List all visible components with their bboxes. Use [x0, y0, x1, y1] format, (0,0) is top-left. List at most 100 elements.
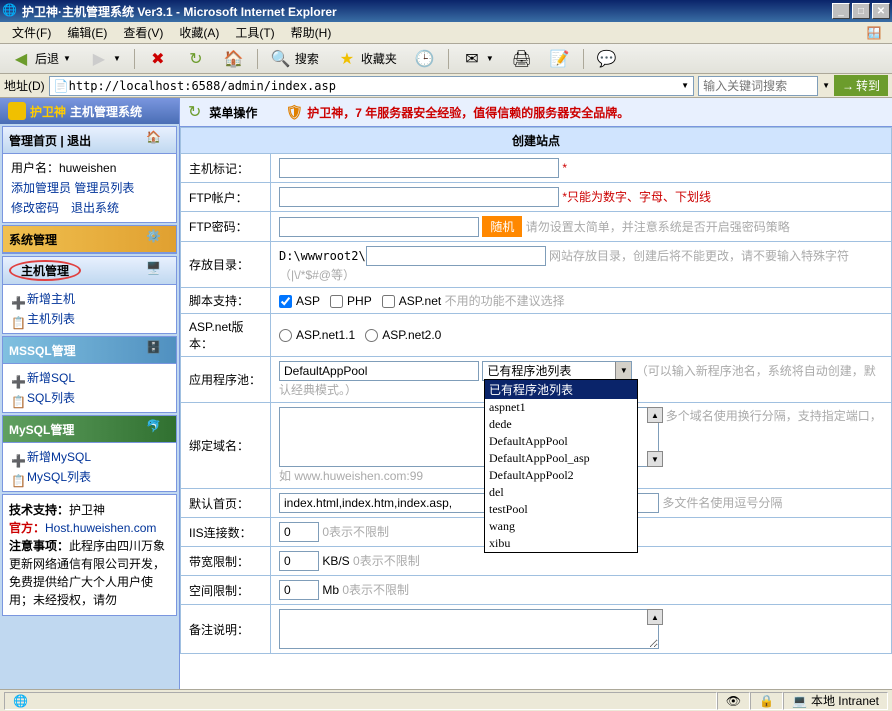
intranet-icon: 💻: [792, 694, 807, 708]
sidebar-group-home[interactable]: 管理首页 | 退出 🏠: [3, 127, 176, 154]
change-pwd-link[interactable]: 修改密码: [11, 201, 59, 215]
toolbar: ◀后退▼ ▶▼ ✖ ↻ 🏠 🔍搜索 ★收藏夹 🕒 ✉▼ 🖨 📝 💬: [0, 44, 892, 74]
iis-conn-label: IIS连接数：: [181, 518, 271, 547]
go-button[interactable]: →转到: [834, 75, 888, 96]
apppool-option[interactable]: DefaultAppPool_asp: [485, 450, 637, 467]
page-icon: 📄: [54, 79, 69, 93]
history-button[interactable]: 🕒: [408, 46, 442, 72]
back-button[interactable]: ◀后退▼: [4, 46, 78, 72]
main-toolbar: ↻ 菜单操作 🛡 护卫神，7 年服务器安全经验，值得信赖的服务器安全品牌。: [180, 98, 892, 127]
print-button[interactable]: 🖨: [505, 46, 539, 72]
stop-button[interactable]: ✖: [141, 46, 175, 72]
status-icon-1: 👁: [717, 692, 750, 710]
product-name: 主机管理系统: [70, 103, 142, 120]
sql-list-link[interactable]: SQL列表: [27, 391, 75, 405]
search-input[interactable]: [698, 76, 818, 96]
host-icon: 🖥️: [146, 261, 170, 281]
scroll-down-icon[interactable]: ▼: [647, 451, 663, 467]
list-icon: 📋: [11, 392, 25, 406]
storage-input[interactable]: [366, 246, 546, 266]
forward-button[interactable]: ▶▼: [82, 46, 128, 72]
apppool-option[interactable]: dede: [485, 416, 637, 433]
favorites-button[interactable]: ★收藏夹: [330, 46, 404, 72]
tech-link[interactable]: 护卫神: [69, 503, 105, 517]
remark-input[interactable]: [279, 609, 659, 649]
scroll-up-icon[interactable]: ▲: [647, 609, 663, 625]
host-list-link[interactable]: 主机列表: [27, 312, 75, 326]
space-input[interactable]: [279, 580, 319, 600]
search-dropdown-icon[interactable]: ▼: [822, 81, 830, 90]
apppool-label: 应用程序池：: [181, 357, 271, 403]
apppool-option[interactable]: del: [485, 484, 637, 501]
storage-label: 存放目录：: [181, 242, 271, 288]
host-tag-input[interactable]: [279, 158, 559, 178]
address-input[interactable]: 📄 http://localhost:6588/admin/index.asp …: [49, 76, 694, 96]
brand-name: 护卫神: [30, 103, 66, 120]
logout-link[interactable]: 退出系统: [71, 201, 119, 215]
sidebar-group-mssql[interactable]: MSSQL管理 🗄️: [3, 337, 176, 364]
apppool-option[interactable]: xibu: [485, 535, 637, 552]
aspnet20-radio[interactable]: ASP.net2.0: [365, 328, 441, 342]
aspnet11-radio[interactable]: ASP.net1.1: [279, 328, 355, 342]
apppool-option[interactable]: DefaultAppPool: [485, 433, 637, 450]
add-host-link[interactable]: 新增主机: [27, 292, 75, 306]
apppool-option[interactable]: DefaultAppPool2: [485, 467, 637, 484]
remark-label: 备注说明：: [181, 605, 271, 654]
menu-help[interactable]: 帮助(H): [283, 22, 340, 43]
apppool-option[interactable]: testPool: [485, 501, 637, 518]
required-mark: *: [562, 161, 567, 175]
main-content: ↻ 菜单操作 🛡 护卫神，7 年服务器安全经验，值得信赖的服务器安全品牌。 创建…: [180, 98, 892, 689]
sidebar-group-mysql[interactable]: MySQL管理 🐬: [3, 416, 176, 443]
list-icon: 📋: [11, 471, 25, 485]
edit-button[interactable]: 📝: [543, 46, 577, 72]
banner: 🛡 护卫神，7 年服务器安全经验，值得信赖的服务器安全品牌。: [285, 104, 629, 121]
add-icon: ➕: [11, 451, 25, 465]
refresh-button[interactable]: ↻: [179, 46, 213, 72]
ie-icon: 🌐: [2, 3, 18, 19]
menu-tools[interactable]: 工具(T): [227, 22, 282, 43]
search-button[interactable]: 🔍搜索: [264, 46, 326, 72]
aspnet-checkbox[interactable]: ASP.net: [382, 294, 441, 308]
maximize-button[interactable]: □: [852, 3, 870, 19]
ftp-pass-input[interactable]: [279, 217, 479, 237]
scroll-up-icon[interactable]: ▲: [647, 407, 663, 423]
home-button[interactable]: 🏠: [217, 46, 251, 72]
refresh-icon[interactable]: ↻: [188, 102, 201, 122]
menu-edit[interactable]: 编辑(E): [59, 22, 115, 43]
apppool-dropdown[interactable]: 已有程序池列表aspnet1dedeDefaultAppPoolDefaultA…: [484, 379, 638, 553]
mail-button[interactable]: ✉▼: [455, 46, 501, 72]
sidebar-footer: 技术支持：护卫神 官方：Host.huweishen.com 注意事项：此程序由…: [2, 494, 177, 616]
bandwidth-input[interactable]: [279, 551, 319, 571]
admin-list-link[interactable]: 管理员列表: [74, 181, 134, 195]
bandwidth-label: 带宽限制：: [181, 547, 271, 576]
menu-file[interactable]: 文件(F): [4, 22, 59, 43]
apppool-option[interactable]: wang: [485, 518, 637, 535]
add-sql-link[interactable]: 新增SQL: [27, 371, 75, 385]
iis-conn-input[interactable]: [279, 522, 319, 542]
random-button[interactable]: 随机: [482, 216, 522, 237]
menu-favorites[interactable]: 收藏(A): [171, 22, 227, 43]
ftp-user-input[interactable]: [279, 187, 559, 207]
sidebar-group-host[interactable]: 主机管理 🖥️: [3, 257, 176, 285]
create-site-form: 创建站点 主机标记： * FTP帐户： *只能为数字、字母、下划线 FTP密码：…: [180, 127, 892, 654]
apppool-option[interactable]: aspnet1: [485, 399, 637, 416]
add-admin-link[interactable]: 添加管理员: [11, 181, 71, 195]
minimize-button[interactable]: _: [832, 3, 850, 19]
window-title: 护卫神·主机管理系统 Ver3.1 - Microsoft Internet E…: [22, 3, 832, 20]
apppool-select[interactable]: 已有程序池列表 ▼: [482, 361, 632, 381]
apppool-option[interactable]: 已有程序池列表: [485, 380, 637, 399]
php-checkbox[interactable]: PHP: [330, 294, 372, 308]
asp-checkbox[interactable]: ASP: [279, 294, 320, 308]
sidebar-group-system[interactable]: 系统管理 ⚙️: [3, 226, 176, 253]
dropdown-icon[interactable]: ▼: [681, 81, 689, 90]
discuss-button[interactable]: 💬: [590, 46, 624, 72]
dropdown-icon[interactable]: ▼: [615, 362, 631, 380]
add-mysql-link[interactable]: 新增MySQL: [27, 450, 91, 464]
apppool-input[interactable]: [279, 361, 479, 381]
close-button[interactable]: ✕: [872, 3, 890, 19]
default-page-label: 默认首页：: [181, 489, 271, 518]
official-link[interactable]: Host.huweishen.com: [45, 521, 156, 535]
menu-view[interactable]: 查看(V): [115, 22, 171, 43]
ftp-user-label: FTP帐户：: [181, 183, 271, 212]
mysql-list-link[interactable]: MySQL列表: [27, 470, 91, 484]
